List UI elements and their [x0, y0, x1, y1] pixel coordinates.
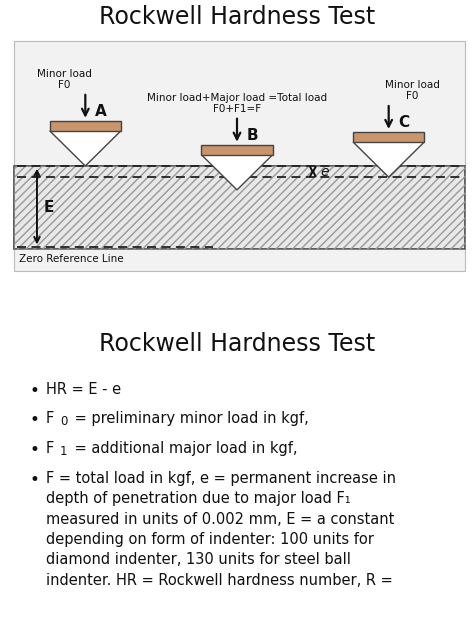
Text: 1: 1 — [60, 445, 67, 458]
Polygon shape — [201, 155, 273, 190]
Polygon shape — [353, 142, 424, 177]
Text: E: E — [44, 200, 55, 215]
Text: Rockwell Hardness Test: Rockwell Hardness Test — [99, 332, 375, 356]
Bar — [50, 121, 121, 131]
Text: = preliminary minor load in kgf,: = preliminary minor load in kgf, — [70, 411, 308, 427]
Text: •: • — [29, 471, 39, 489]
Text: •: • — [29, 382, 39, 399]
Text: F: F — [46, 441, 54, 456]
Text: F = total load in kgf, e = permanent increase in
depth of penetration due to maj: F = total load in kgf, e = permanent inc… — [46, 471, 396, 588]
Text: Rockwell Hardness Test: Rockwell Hardness Test — [99, 5, 375, 29]
Bar — [14, 166, 465, 249]
Bar — [14, 166, 465, 249]
Text: Minor load+Major load =Total load
F0+F1=F: Minor load+Major load =Total load F0+F1=… — [147, 93, 327, 114]
Text: Minor load
F0: Minor load F0 — [385, 80, 440, 102]
Text: Zero Reference Line: Zero Reference Line — [19, 253, 124, 264]
Text: •: • — [29, 411, 39, 430]
Bar — [14, 42, 465, 271]
Bar — [353, 132, 424, 142]
Text: •: • — [29, 441, 39, 459]
Text: HR = E - e: HR = E - e — [46, 382, 121, 397]
Bar — [201, 145, 273, 155]
Text: = additional major load in kgf,: = additional major load in kgf, — [70, 441, 297, 456]
Text: Minor load
F0: Minor load F0 — [36, 69, 91, 90]
Text: 0: 0 — [60, 415, 67, 428]
Polygon shape — [50, 131, 121, 166]
Text: A: A — [95, 104, 107, 119]
Text: F: F — [46, 411, 54, 427]
Text: C: C — [398, 115, 409, 130]
Text: e: e — [320, 164, 328, 179]
Text: B: B — [246, 128, 258, 143]
